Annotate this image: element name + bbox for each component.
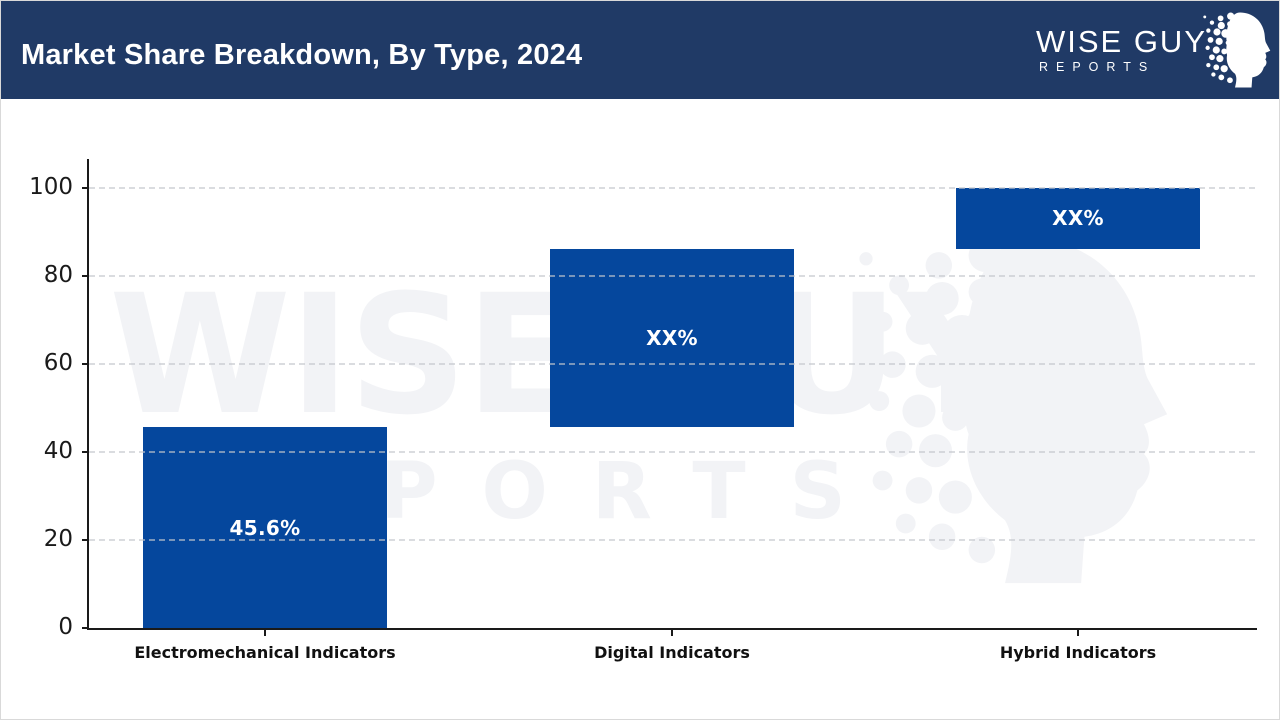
chart-title: Market Share Breakdown, By Type, 2024 — [21, 38, 583, 71]
x-tick-2 — [671, 630, 673, 636]
bar-1: 45.6% — [143, 427, 387, 628]
logo-line1: WISE GUY — [1035, 24, 1207, 60]
x-category-label-3: Hybrid Indicators — [999, 643, 1157, 662]
y-axis — [87, 159, 89, 630]
x-axis — [87, 628, 1257, 630]
x-tick-3 — [1077, 630, 1079, 636]
y-tick-0 — [82, 627, 88, 629]
x-category-label-1: Electromechanical Indicators — [134, 643, 396, 662]
x-category-label-2: Digital Indicators — [594, 643, 750, 662]
bar-value-label-1: 45.6% — [229, 515, 301, 540]
bar-value-label-3: XX% — [1052, 206, 1104, 231]
bar-3: XX% — [956, 188, 1200, 249]
y-tick-100 — [82, 187, 88, 189]
y-tick-40 — [82, 451, 88, 453]
gridline-80 — [89, 275, 1257, 277]
gridline-20 — [89, 539, 1257, 541]
bar-2: XX% — [550, 248, 794, 428]
wiseguy-logo: WISE GUY REPORTS — [1036, 10, 1271, 90]
y-tick-label-60: 60 — [43, 350, 73, 376]
y-tick-label-0: 0 — [58, 614, 73, 640]
gridline-100 — [89, 187, 1257, 189]
y-tick-60 — [82, 363, 88, 365]
logo-wordmark: WISE GUY REPORTS — [1036, 26, 1207, 74]
y-tick-label-40: 40 — [43, 438, 73, 464]
header-bar: Market Share Breakdown, By Type, 2024 WI… — [1, 1, 1279, 99]
bar-value-label-2: XX% — [646, 326, 698, 351]
gridline-60 — [89, 363, 1257, 365]
y-tick-label-100: 100 — [29, 174, 73, 200]
y-tick-label-80: 80 — [43, 262, 73, 288]
x-tick-1 — [264, 630, 266, 636]
y-tick-20 — [82, 539, 88, 541]
y-tick-label-20: 20 — [43, 526, 73, 552]
logo-line2: REPORTS — [1038, 60, 1156, 75]
gridline-40 — [89, 451, 1257, 453]
y-tick-80 — [82, 275, 88, 277]
wiseguy-head-icon — [1199, 10, 1271, 90]
